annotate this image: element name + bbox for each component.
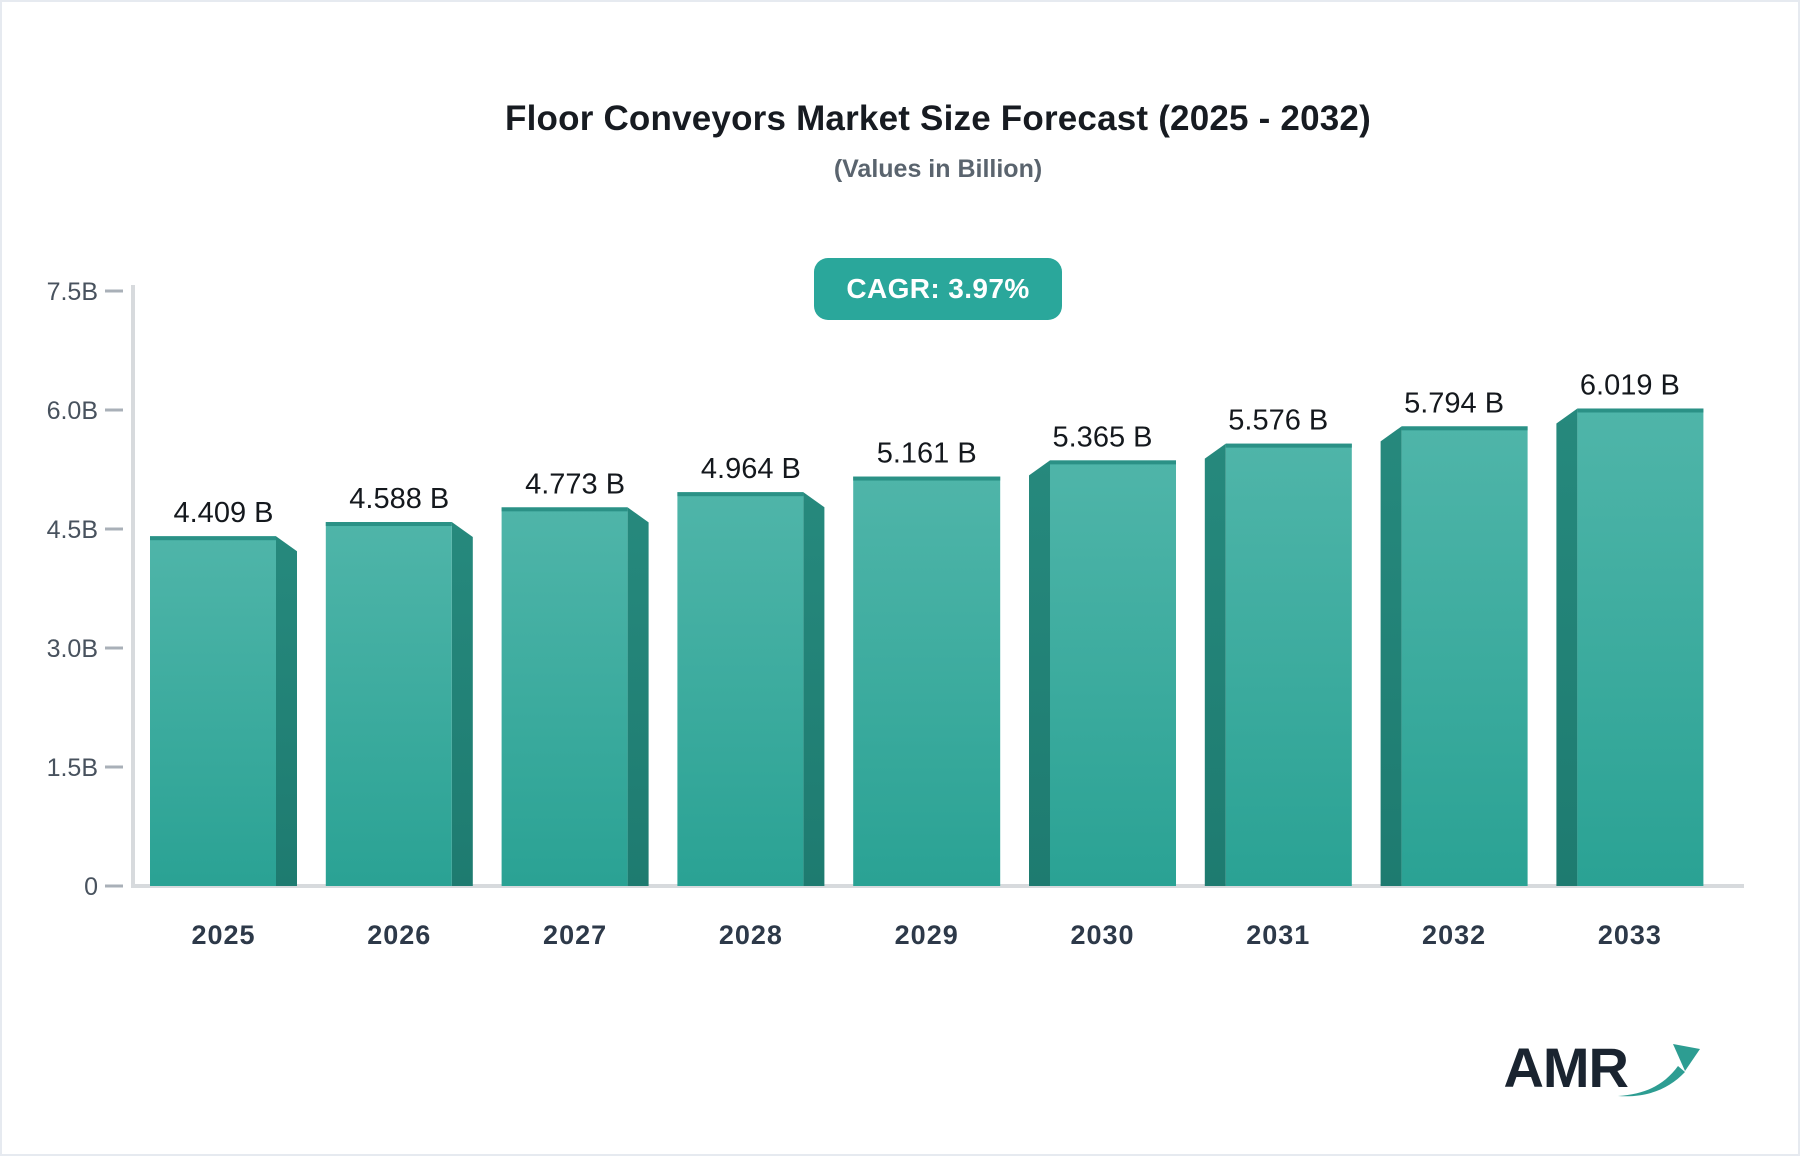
bar-2032 <box>1401 426 1528 886</box>
x-axis-label-2027: 2027 <box>543 920 607 950</box>
bar-side-2025 <box>276 536 297 886</box>
x-axis-label-2028: 2028 <box>719 920 783 950</box>
bar-top-edge-2033 <box>1577 408 1704 413</box>
bar-value-label-2026: 4.588 B <box>349 483 449 515</box>
bar-side-2026 <box>451 522 473 886</box>
bar-value-label-2032: 5.794 B <box>1404 387 1504 419</box>
bar-top-edge-2031 <box>1225 443 1352 448</box>
amr-logo-text: AMR <box>1503 1036 1629 1099</box>
bar-value-label-2031: 5.576 B <box>1228 405 1328 437</box>
amr-logo: AMR <box>1503 1038 1702 1102</box>
bar-2031 <box>1225 443 1352 886</box>
y-axis-tick-label: 7.5B <box>47 278 98 306</box>
y-axis-tick-label: 3.0B <box>47 635 98 663</box>
bar-2033 <box>1577 408 1704 886</box>
bar-top-edge-2027 <box>501 507 628 512</box>
bar-value-label-2028: 4.964 B <box>701 453 801 485</box>
chart-subtitle: (Values in Billion) <box>833 155 1043 183</box>
bar-side-2030 <box>1029 460 1050 886</box>
bar-side-2032 <box>1380 426 1402 886</box>
bar-2030 <box>1050 460 1176 886</box>
bar-top-edge-2032 <box>1401 426 1528 431</box>
bar-2029 <box>853 476 1001 886</box>
bar-value-label-2025: 4.409 B <box>174 497 274 529</box>
bar-top-edge-2030 <box>1050 460 1176 465</box>
cagr-badge: CAGR: 3.97% <box>814 258 1062 320</box>
x-axis-label-2031: 2031 <box>1246 920 1310 950</box>
y-axis-tick-label: 4.5B <box>47 516 98 544</box>
x-axis-label-2033: 2033 <box>1598 920 1662 950</box>
bar-side-2033 <box>1556 408 1578 886</box>
chart-header: Floor Conveyors Market Size Forecast (20… <box>133 98 1743 320</box>
bar-top-edge-2029 <box>853 476 1001 481</box>
bar-2028 <box>677 492 804 886</box>
bar-top-edge-2025 <box>150 536 276 541</box>
x-axis-label-2030: 2030 <box>1070 920 1134 950</box>
bar-2026 <box>325 522 452 886</box>
bar-value-label-2027: 4.773 B <box>525 468 625 500</box>
bar-value-label-2029: 5.161 B <box>877 438 977 470</box>
bar-side-2031 <box>1204 443 1226 886</box>
amr-logo-arrow-icon <box>1618 1044 1700 1097</box>
y-axis-tick-label: 1.5B <box>47 754 98 782</box>
bar-top-edge-2028 <box>677 492 804 497</box>
bar-side-2028 <box>803 492 825 886</box>
bar-2027 <box>501 507 628 886</box>
bar-side-2027 <box>627 507 649 886</box>
bar-value-label-2033: 6.019 B <box>1580 369 1680 401</box>
x-axis-label-2025: 2025 <box>191 920 255 950</box>
x-axis-label-2026: 2026 <box>367 920 431 950</box>
bar-value-label-2030: 5.365 B <box>1053 421 1153 453</box>
y-axis-tick-label: 6.0B <box>47 397 98 425</box>
bar-top-edge-2026 <box>325 522 452 527</box>
chart-title: Floor Conveyors Market Size Forecast (20… <box>505 99 1371 138</box>
x-axis-label-2032: 2032 <box>1422 920 1486 950</box>
y-axis-tick-label: 0 <box>84 873 98 901</box>
x-axis-label-2029: 2029 <box>895 920 959 950</box>
bar-2025 <box>150 536 276 886</box>
